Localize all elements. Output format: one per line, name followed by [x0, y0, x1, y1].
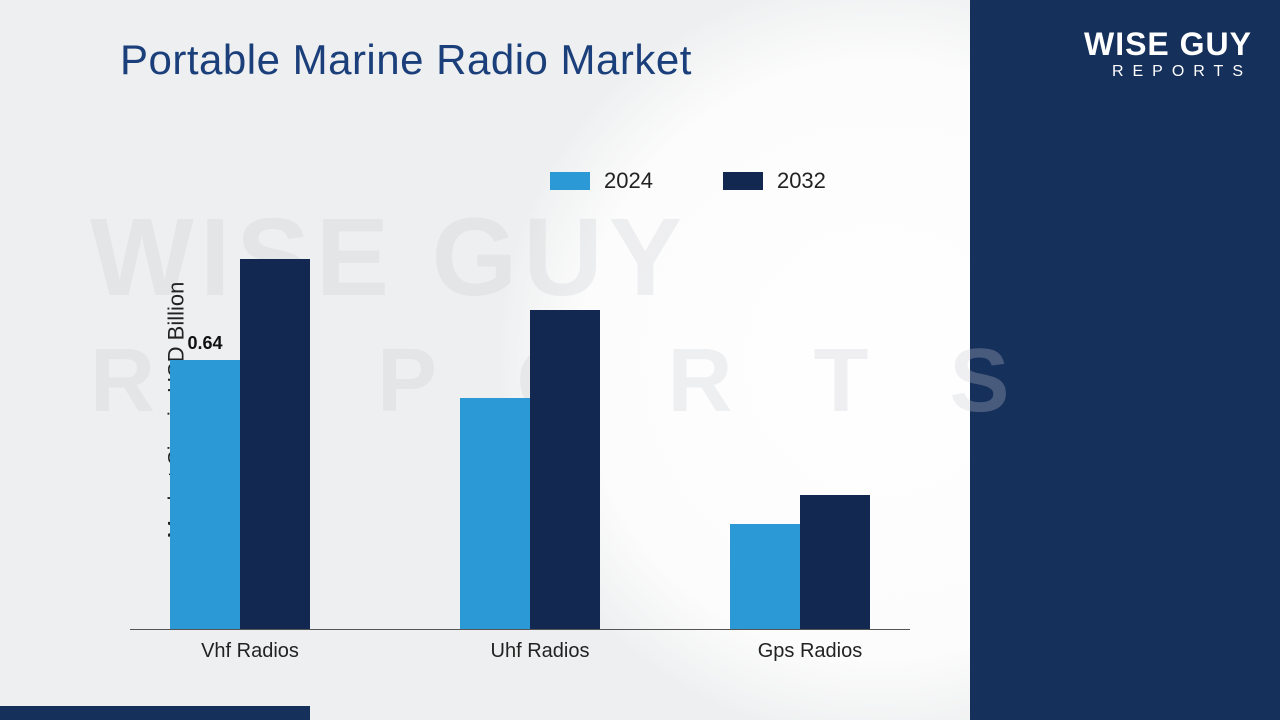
canvas: WISE GUY R E P O R T S Portable Marine R…: [0, 0, 1280, 720]
bar-value-label: 0.64: [187, 333, 222, 354]
right-panel: [970, 0, 1280, 720]
footer-accent-bar: [0, 706, 310, 720]
bar: 0.64: [170, 360, 240, 629]
chart-area: Market Size in USD Billion 0.64Vhf Radio…: [100, 160, 920, 660]
chart-title: Portable Marine Radio Market: [120, 36, 692, 84]
bar: [460, 398, 530, 629]
bar: [240, 259, 310, 629]
x-axis-tick-label: Uhf Radios: [491, 640, 590, 663]
x-axis-tick-label: Gps Radios: [758, 640, 863, 663]
bar: [530, 310, 600, 629]
x-axis-tick-label: Vhf Radios: [201, 640, 299, 663]
bar: [800, 495, 870, 629]
brand-line2: REPORTS: [1084, 64, 1252, 80]
brand-line1: WISE GUY: [1084, 28, 1252, 60]
plot-area: 0.64Vhf RadiosUhf RadiosGps Radios: [130, 210, 910, 630]
x-axis-baseline: [130, 629, 910, 630]
bar: [730, 524, 800, 629]
brand-logo: WISE GUY REPORTS: [1084, 28, 1252, 80]
